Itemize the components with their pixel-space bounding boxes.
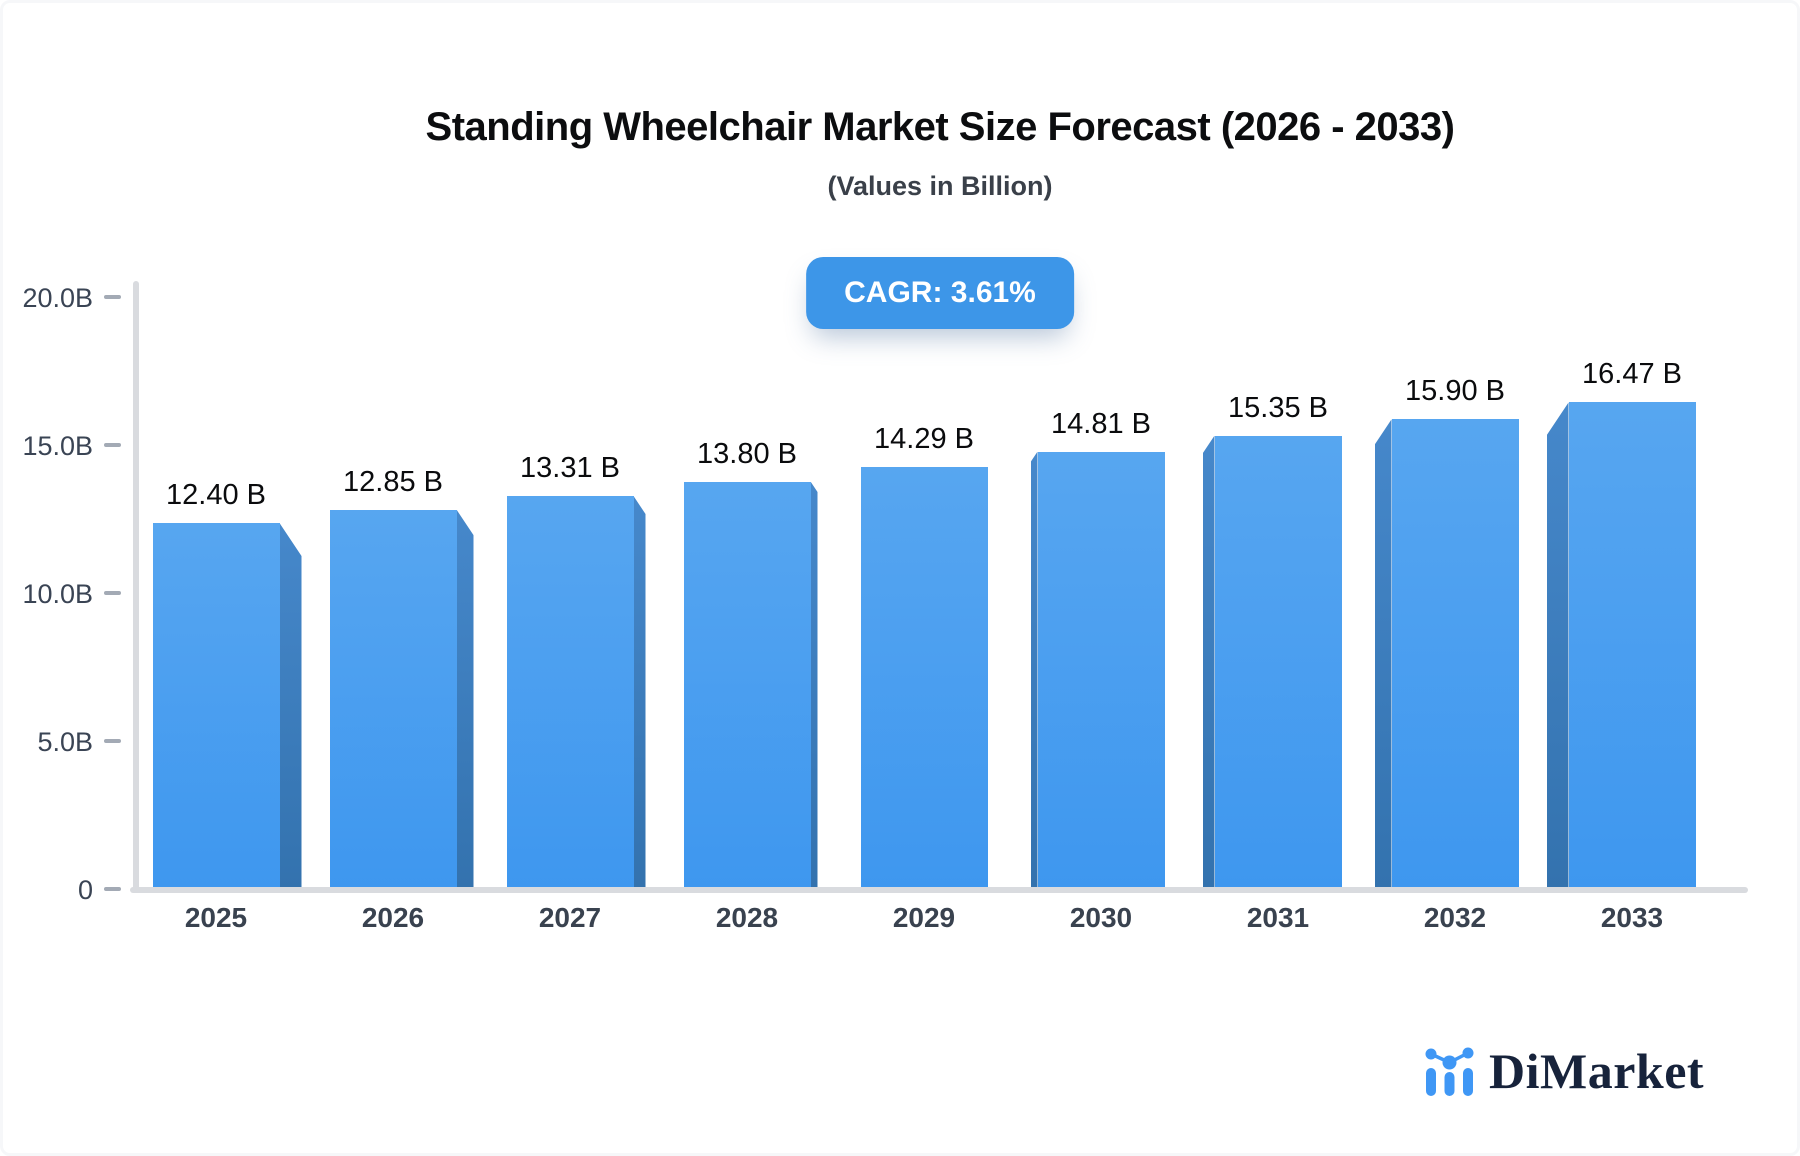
bar-value-label: 14.29 B	[874, 423, 974, 456]
x-axis-label-2025: 2025	[184, 902, 248, 933]
bar-2026	[329, 509, 457, 890]
y-tick-label: 15.0B	[22, 431, 93, 461]
x-axis-label-2026: 2026	[361, 902, 425, 933]
y-axis-line	[133, 281, 139, 892]
bar-value-label: 16.47 B	[1582, 358, 1682, 391]
bar-side-face	[279, 522, 302, 890]
y-tick-label: 5.0B	[37, 727, 93, 757]
bar-2032	[1391, 419, 1519, 890]
y-tick-mark	[104, 295, 121, 299]
x-axis-label-2030: 2030	[1069, 902, 1133, 933]
bar-value-label: 12.85 B	[343, 465, 443, 498]
bar-side-face	[1374, 419, 1392, 890]
x-axis-line	[130, 887, 1748, 893]
x-axis-label-2029: 2029	[892, 902, 956, 933]
bar-2025	[152, 522, 280, 890]
bar-2031	[1214, 435, 1342, 890]
logo-text: DiMarket	[1489, 1043, 1705, 1099]
bar-value-label: 14.81 B	[1051, 407, 1151, 440]
x-axis-label-2031: 2031	[1246, 902, 1310, 933]
bar-2033	[1568, 402, 1696, 890]
y-tick-mark	[104, 739, 121, 743]
dimarket-logo: DiMarket	[1423, 1043, 1704, 1099]
bar-value-label: 13.80 B	[697, 437, 797, 470]
y-tick-mark	[104, 591, 121, 595]
bar-value-label: 12.40 B	[166, 478, 266, 511]
bar-side-face	[1202, 435, 1215, 890]
bar-value-label: 15.35 B	[1228, 391, 1328, 424]
bar-side-face	[1546, 402, 1569, 890]
y-tick-mark	[104, 887, 121, 891]
bar-side-face	[633, 496, 646, 890]
x-axis-label-2027: 2027	[538, 902, 602, 933]
y-tick-label: 20.0B	[22, 283, 93, 313]
page-title: Standing Wheelchair Market Size Forecast…	[425, 105, 1455, 149]
page-subtitle: (Values in Billion)	[827, 171, 1053, 201]
y-tick-label: 10.0B	[22, 579, 93, 609]
cagr-badge: CAGR: 3.61%	[806, 257, 1074, 329]
x-axis-label-2028: 2028	[715, 902, 779, 933]
bar-2029	[860, 467, 988, 890]
y-tick-mark	[104, 443, 121, 447]
bar-side-face	[456, 509, 474, 890]
x-axis-label-2033: 2033	[1600, 902, 1664, 933]
bar-line-chart-icon	[1425, 1047, 1474, 1096]
bar-side-face	[1030, 451, 1038, 890]
bar-value-label: 13.31 B	[520, 452, 620, 485]
bar-2028	[683, 481, 811, 890]
x-axis-label-2032: 2032	[1423, 902, 1487, 933]
bar-value-label: 15.90 B	[1405, 375, 1505, 408]
y-tick-label: 0	[77, 875, 93, 905]
bar-chart: 20.0B 15.0B 10.0B 5.0B 0 12.40 B 2025 12.85 B 2…	[3, 3, 1797, 1153]
bar-2027	[506, 496, 634, 890]
bar-2030	[1037, 451, 1165, 890]
bar-side-face	[810, 481, 818, 890]
